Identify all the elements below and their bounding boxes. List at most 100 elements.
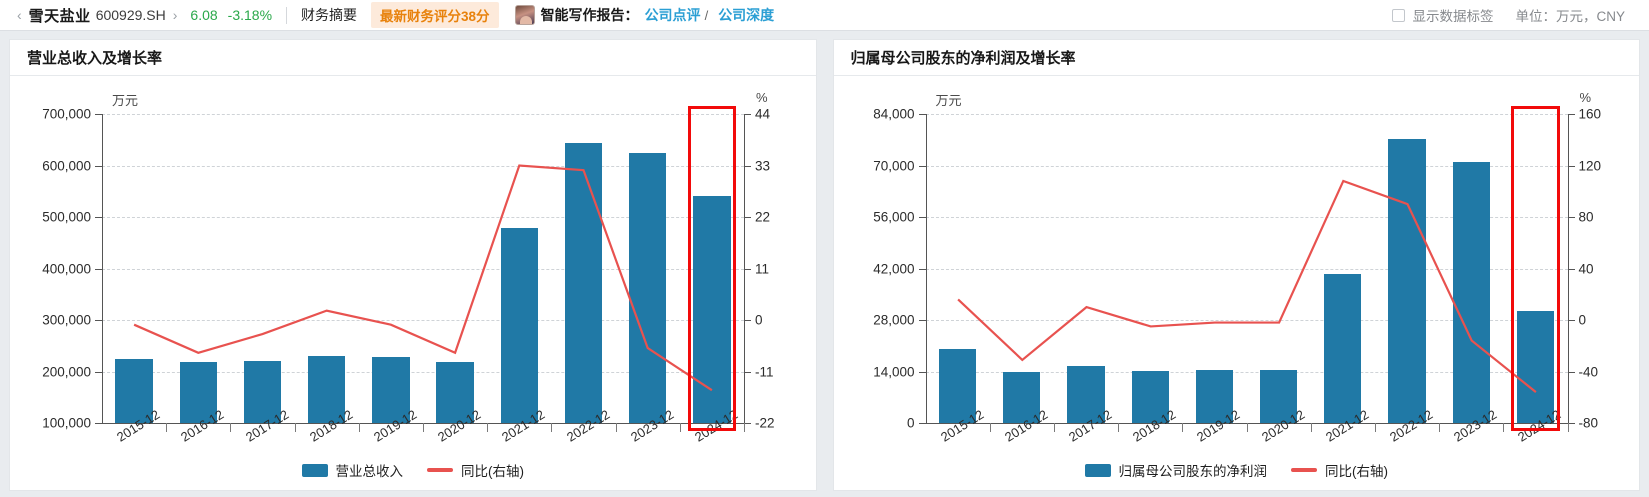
axis-label-right: 11 [755,261,770,276]
axis-tick-right [1567,165,1575,167]
axis-label-right: -40 [1578,364,1599,379]
stock-name[interactable]: 雪天盐业 [28,7,91,25]
axis-tick-right [744,371,751,373]
link-company-review[interactable]: 公司点评 [644,7,701,23]
bar[interactable] [1067,365,1105,423]
bar[interactable] [1452,161,1490,423]
axis-tick-x [1439,423,1441,432]
chart-net-profit[interactable]: 万元% 84,000 160 70,000 120 56,000 80 42,000 40 28,… [834,76,1640,491]
gridline [925,217,1568,218]
gridline [102,114,744,115]
bar[interactable] [1195,370,1234,423]
axis-label-right: 40 [1578,261,1594,276]
gridline [925,371,1568,373]
divider [286,6,288,24]
line-series [133,164,713,392]
axis-tick-x [1053,423,1055,432]
legend-item-line[interactable]: 同比(右轴) [427,460,524,480]
axis-label-left: 500,000 [42,209,91,225]
axis-line-right [744,114,745,423]
financial-summary-link[interactable]: 财务摘要 [301,7,358,23]
chart-revenue[interactable]: 万元% 700,000 44 600,000 33 500,000 22 400,000 11 3… [10,76,816,491]
axis-tick-right [1567,217,1575,218]
axis-tick-x [1310,423,1312,432]
axis-tick-left [918,371,926,373]
chevron-right-icon[interactable]: › [172,7,178,23]
bar[interactable] [308,356,346,423]
axis-tick-right [1567,371,1575,373]
legend-bar-label: 归属母公司股东的净利润 [1118,464,1268,479]
legend-bar-swatch [1084,463,1111,477]
page-title: 归属母公司股东的净利润及增长率 [850,50,1076,67]
axis-tick-x [423,423,424,432]
line-series [956,179,1537,393]
axis-tick-x [166,423,168,432]
axis-tick-x [679,423,681,432]
bar[interactable] [1516,310,1555,423]
stock-change-pct: -3.18% [227,7,273,23]
axis-label-right: 0 [1578,312,1587,328]
axis-tick-x [1118,423,1120,432]
axis-line-left [925,114,927,423]
axis-label-left: 0 [906,415,915,431]
axis-label-left: 70,000 [873,158,915,173]
bar[interactable] [500,228,538,423]
legend-item-line[interactable]: 同比(右轴) [1291,460,1388,480]
chart-panels: 营业总收入及增长率 万元% 700,000 44 600,000 33 500,000 22… [0,31,1649,491]
panel-header-net-profit: 归属母公司股东的净利润及增长率 [833,40,1639,76]
chevron-left-icon[interactable]: ‹ [17,7,22,23]
bar[interactable] [1324,274,1362,423]
axis-tick-x [1182,423,1184,432]
bar[interactable] [372,357,410,423]
axis-tick-left [95,165,102,167]
axis-tick-x [744,423,745,432]
bar[interactable] [629,152,667,423]
axis-unit-right: % [756,90,768,105]
bar[interactable] [1259,370,1298,423]
unit-note: 单位：万元，CNY [1515,9,1625,24]
bar[interactable] [436,362,474,423]
bar[interactable] [1388,139,1426,423]
bar[interactable] [243,361,282,423]
axis-tick-x [487,423,489,432]
show-data-labels-checkbox[interactable] [1392,8,1406,22]
gridline [102,165,744,167]
axis-label-left: 42,000 [873,261,915,276]
financial-score-badge[interactable]: 最新财务评分38分 [371,2,499,28]
axis-tick-left [95,114,102,115]
axis-tick-right [744,268,751,270]
axis-label-right: 160 [1578,106,1602,122]
axis-tick-x [551,423,553,432]
legend-item-bar[interactable]: 归属母公司股东的净利润 [1084,460,1268,480]
axis-tick-right [1567,114,1575,115]
bar[interactable] [1131,370,1169,423]
axis-tick-right [744,217,751,218]
axis-tick-x [230,423,232,432]
bar[interactable] [564,143,603,423]
axis-line-left [102,114,103,423]
axis-label-right: 44 [755,106,771,122]
axis-tick-left [918,165,926,167]
axis-label-left: 84,000 [873,106,915,122]
axis-tick-x [1246,423,1248,432]
gridline [102,217,744,218]
show-data-labels-label[interactable]: 显示数据标签 [1412,9,1494,24]
bar[interactable] [938,348,977,423]
legend-line-swatch [427,468,453,472]
link-company-depth[interactable]: 公司深度 [718,7,775,23]
bar[interactable] [693,196,731,423]
bar[interactable] [1003,371,1041,423]
legend-item-bar[interactable]: 营业总收入 [301,460,403,480]
stock-price: 6.08 [190,7,218,23]
axis-tick-left [95,371,102,373]
axis-label-right: 120 [1578,158,1602,173]
axis-tick-right [1567,423,1575,424]
axis-tick-x [358,423,360,432]
axis-tick-left [918,114,926,115]
axis-label-right: -80 [1578,415,1599,431]
bar[interactable] [115,358,153,423]
gridline [925,320,1568,321]
axis-tick-left [918,320,926,321]
axis-tick-x [1374,423,1376,432]
bar[interactable] [179,362,217,423]
